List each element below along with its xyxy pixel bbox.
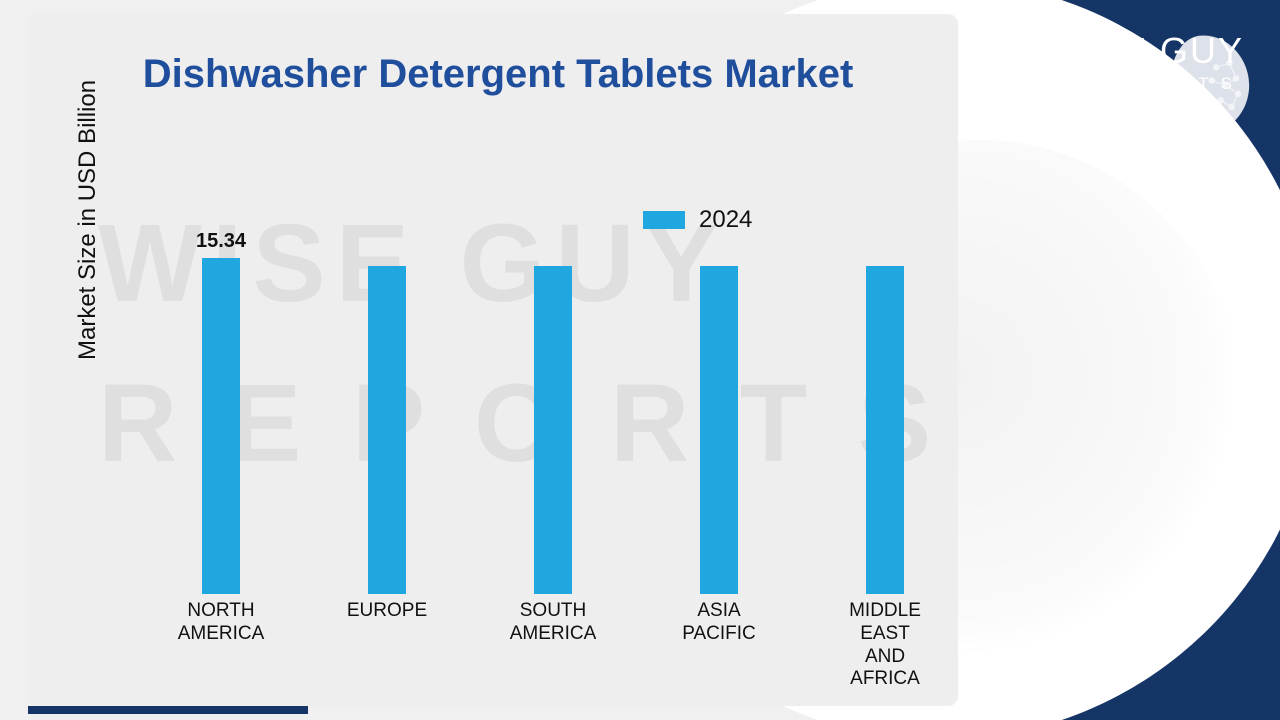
legend: 2024 [643,206,752,234]
bar-wrap: 15.34 [146,230,296,594]
brand-logo: WISE GUY REPORTS [1048,30,1244,94]
x-axis-labels: NORTHAMERICAEUROPESOUTHAMERICAASIAPACIFI… [138,600,968,691]
bar [866,266,904,594]
x-axis-label: EUROPE [312,600,462,691]
stage: WISE GUY R E P O R T S Dishwasher Deterg… [0,0,1280,720]
chart-plate: WISE GUY R E P O R T S Dishwasher Deterg… [28,14,958,706]
logo-line1: WISE GUY [1048,30,1244,72]
bar [368,266,406,594]
bar [700,266,738,594]
chart-title: Dishwasher Detergent Tablets Market [28,52,968,97]
plate-accent-bar [28,706,308,714]
x-axis-label: NORTHAMERICA [146,600,296,691]
legend-label: 2024 [699,206,752,234]
bar-wrap [478,238,628,594]
bar [202,258,240,594]
bar-chart: 15.34 [138,244,968,594]
bar-wrap [810,238,960,594]
x-axis-label: ASIAPACIFIC [644,600,794,691]
bar [534,266,572,594]
legend-swatch [643,211,685,229]
bar-wrap [644,238,794,594]
x-axis-label: SOUTHAMERICA [478,600,628,691]
bars-container: 15.34 [138,244,968,594]
logo-line2: REPORTS [1048,74,1244,94]
bar-wrap [312,238,462,594]
bar-value-label: 15.34 [196,230,246,254]
x-axis-label: MIDDLEEASTANDAFRICA [810,600,960,691]
y-axis-label: Market Size in USD Billion [74,80,102,360]
